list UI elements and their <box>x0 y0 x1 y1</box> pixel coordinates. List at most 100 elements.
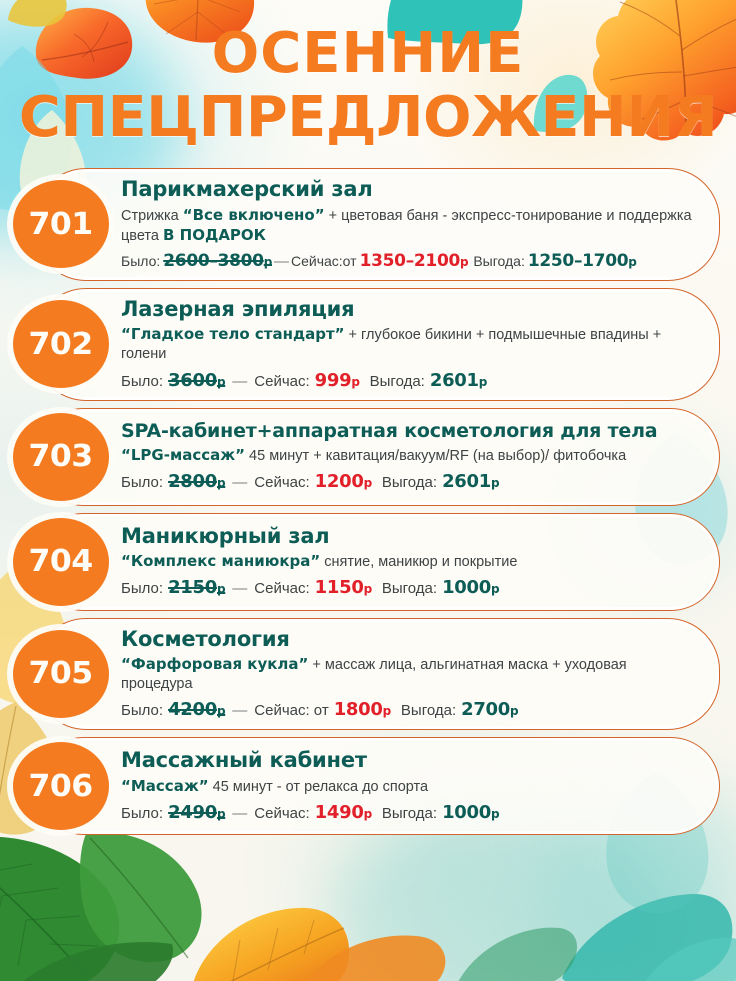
price-arrow-icon: — <box>232 580 248 598</box>
price-now-label-group: Сейчас: от 1800р <box>254 699 391 720</box>
price-save-value: 2700р <box>461 699 519 720</box>
offer-description-text: + массаж лица, альгинатная маска + уходо… <box>121 657 627 693</box>
offer-card[interactable]: 702 Лазерная эпиляция “Гладкое тело станда… <box>13 287 720 401</box>
offer-number-badge: 705 <box>13 629 109 718</box>
price-now-label-group: Сейчас: 1200р <box>254 471 372 492</box>
poster-title-line-1: ОСЕННИЕ <box>211 21 525 86</box>
price-was-value-number: 2800 <box>168 471 217 493</box>
offer-card[interactable]: 703 SPA-кабинет+аппаратная косметология д… <box>13 407 720 506</box>
price-was-value-number: 3600 <box>168 369 217 391</box>
offers-list: 701 Парикмахерский зал Стрижка “Все включе… <box>0 168 736 836</box>
offer-number-badge: 702 <box>13 300 109 389</box>
teal-leaf-bottom-right <box>556 886 736 981</box>
price-save-label: Выгода: <box>400 702 457 720</box>
offer-card[interactable]: 706 Массажный кабинет “Массаж” 45 минут - … <box>13 737 720 836</box>
price-now-value: 999р <box>315 370 360 391</box>
price-was-value: 2800р <box>168 471 226 493</box>
price-save-label-group: Выгода: 1250–1700р <box>473 251 637 271</box>
offer-description-highlight: “Все включено” <box>182 205 325 224</box>
offer-price-row: Было: 2800р — Сейчас: 1200р Выгода: 2601р <box>121 471 697 492</box>
offer-description-text: 45 минут + кавитация/вакуум/RF (на выбор… <box>245 448 627 465</box>
offer-description-highlight: “Гладкое тело стандарт” <box>121 325 345 344</box>
offer-number-label: 706 <box>28 768 94 804</box>
price-was-label: Было: <box>121 702 164 720</box>
price-was-value: 2490р <box>168 802 226 824</box>
price-now-label-group: Сейчас:от 1350–2100р <box>291 251 469 271</box>
offer-number-label: 705 <box>28 656 94 692</box>
price-save-label: Выгода: <box>381 474 438 492</box>
price-now-value-number: 1150 <box>314 577 364 599</box>
green-leaf-bottom-left-1 <box>0 826 130 981</box>
price-arrow-icon: — <box>232 702 248 720</box>
price-save-value-currency: р <box>490 582 500 597</box>
price-now-value-number: 1350–2100 <box>359 250 461 271</box>
price-arrow-icon: — <box>232 474 248 492</box>
offer-description: “Гладкое тело стандарт” + глубокое бикин… <box>121 325 697 364</box>
price-now-value-currency: р <box>363 582 373 597</box>
price-was-label-group: Было: 2600–3800р <box>121 251 272 271</box>
price-save-value-number: 1250–1700 <box>527 250 629 271</box>
price-save-value-number: 1000 <box>442 802 491 824</box>
price-save-value: 2601р <box>442 471 500 493</box>
offer-number-badge: 701 <box>13 180 109 269</box>
offer-number-badge: 704 <box>13 517 109 606</box>
yellow-leaf-bottom-center <box>186 900 356 981</box>
offer-title: Косметология <box>121 626 290 651</box>
price-was-value-currency: р <box>216 807 226 822</box>
price-was-value-currency: р <box>263 254 273 269</box>
offer-description-highlight: В ПОДАРОК <box>163 225 266 244</box>
price-save-value: 1250–1700р <box>528 251 637 271</box>
price-save-value-currency: р <box>510 704 519 719</box>
price-save-value-currency: р <box>490 807 500 822</box>
price-was-label: Было: <box>121 805 164 823</box>
offer-description-text: + глубокое бикини + подмышечные впадины … <box>121 327 662 363</box>
offer-number-badge: 703 <box>13 412 109 501</box>
offer-description-text: + цветовая баня - экспресс-тонирование и… <box>121 207 692 244</box>
offer-description: “Массаж” 45 минут - от релакса до спорта <box>121 777 697 797</box>
price-was-value-currency: р <box>216 704 226 719</box>
price-now-value-number: 1200 <box>314 471 364 493</box>
offer-price-row: Было: 2150р — Сейчас: 1150р Выгода: 1000р <box>121 577 697 598</box>
offer-card[interactable]: 705 Косметология “Фарфоровая кукла” + масс… <box>13 617 720 731</box>
offer-description-highlight: “LPG-массаж” <box>121 446 246 465</box>
offer-card[interactable]: 704 Маникюрный зал “Комплекс маниюкра” сня… <box>13 512 720 611</box>
price-now-value-number: 999 <box>314 369 352 391</box>
price-save-value-number: 2601 <box>442 471 491 493</box>
offer-price-row: Было: 2600–3800р — Сейчас:от 1350–2100р Выгод… <box>121 251 697 271</box>
price-now-value: 1350–2100р <box>360 251 469 271</box>
offer-title: Лазерная эпиляция <box>121 296 355 321</box>
offer-description-highlight: “Фарфоровая кукла” <box>121 655 309 674</box>
price-was-value-number: 2150 <box>168 577 217 599</box>
offer-description-text: Стрижка <box>121 207 183 224</box>
orange-leaf-bottom-center <box>300 930 450 981</box>
price-save-value: 2601р <box>430 370 488 391</box>
offer-description: Стрижка “Все включено” + цветовая баня -… <box>121 206 697 246</box>
price-was-label: Было: <box>121 252 161 269</box>
price-now-value: 1800р <box>333 699 392 721</box>
price-was-label-group: Было: 3600р <box>121 369 226 391</box>
offer-price-row: Было: 2490р — Сейчас: 1490р Выгода: 1000р <box>121 802 697 823</box>
price-was-value-currency: р <box>216 476 226 491</box>
offer-card[interactable]: 701 Парикмахерский зал Стрижка “Все включе… <box>13 168 720 281</box>
offer-body: Лазерная эпиляция “Гладкое тело стандарт”… <box>121 296 697 391</box>
price-save-value-currency: р <box>478 374 488 389</box>
price-was-label-group: Было: 2490р <box>121 802 226 824</box>
price-now-label: Сейчас: <box>254 372 310 390</box>
price-now-value: 1150р <box>314 577 373 599</box>
price-now-value-number: 1800 <box>333 699 383 721</box>
offer-body: SPA-кабинет+аппаратная косметология для … <box>121 420 697 492</box>
price-was-value-number: 2490 <box>168 802 217 824</box>
price-was-label-group: Было: 2150р <box>121 577 226 599</box>
offer-number-label: 701 <box>28 206 94 242</box>
price-arrow-icon: — <box>232 805 248 823</box>
green-leaf-bottom-left-3 <box>20 930 180 981</box>
teal-leaf-bottom-right-2 <box>640 930 736 981</box>
poster-title-line-2: СПЕЦПРЕДЛОЖЕНИЯ <box>18 85 718 150</box>
offer-description-text: снятие, маникюр и покрытие <box>320 554 518 571</box>
offer-description: “Фарфоровая кукла” + массаж лица, альгин… <box>121 655 697 694</box>
price-was-value-currency: р <box>216 374 226 389</box>
offer-description-text: 45 минут - от релакса до спорта <box>208 778 429 795</box>
price-arrow-icon: — <box>232 372 248 390</box>
offer-description: “Комплекс маниюкра” снятие, маникюр и по… <box>121 552 697 572</box>
